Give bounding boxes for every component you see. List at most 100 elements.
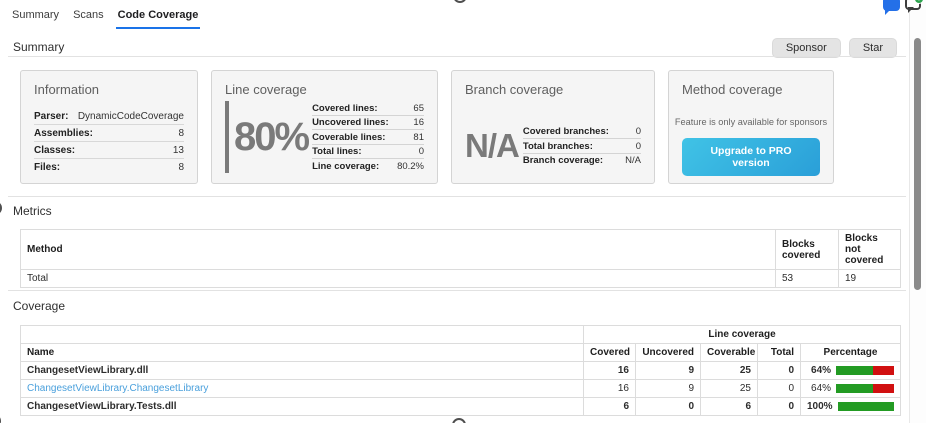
selection-handle-top[interactable] bbox=[453, 0, 467, 3]
col-name: Name bbox=[20, 343, 584, 362]
cell-coverable: 25 bbox=[700, 379, 758, 398]
value: 65 bbox=[413, 102, 424, 114]
tab-code-coverage[interactable]: Code Coverage bbox=[115, 7, 201, 29]
scrollbar-thumb[interactable] bbox=[914, 38, 921, 290]
value: 0 bbox=[418, 146, 424, 157]
label: Branch coverage: bbox=[522, 155, 604, 167]
line-coverage-card: Line coverage 80% Covered lines: 65 Unco… bbox=[211, 70, 438, 184]
info-row-parser: Parser: DynamicCodeCoverage bbox=[34, 108, 184, 125]
cell-percentage: 64% bbox=[799, 361, 902, 380]
row-line-coverage: Line coverage: 80.2% bbox=[312, 159, 424, 173]
value: 8 bbox=[178, 127, 184, 139]
info-row-classes: Classes: 13 bbox=[34, 142, 184, 159]
tab-bar: Summary Scans Code Coverage bbox=[10, 7, 201, 29]
tab-summary[interactable]: Summary bbox=[12, 9, 60, 21]
coverage-bar bbox=[836, 366, 895, 375]
cell-method: Total bbox=[20, 269, 776, 288]
method-coverage-card: Method coverage Feature is only availabl… bbox=[668, 70, 834, 184]
assembly-row: ChangesetViewLibrary.Tests.dll 6 0 6 0 1… bbox=[20, 397, 902, 416]
row-covered-branches: Covered branches: 0 bbox=[522, 125, 641, 140]
coverage-bar bbox=[837, 402, 895, 411]
col-method: Method bbox=[20, 229, 776, 270]
header-icons: + bbox=[883, 0, 924, 15]
line-coverage-percent: 80% bbox=[234, 114, 310, 159]
row-uncovered-lines: Uncovered lines: 16 bbox=[312, 116, 424, 130]
class-link[interactable]: ChangesetViewLibrary.ChangesetLibrary bbox=[27, 383, 209, 394]
value: 16 bbox=[413, 117, 424, 128]
label: Total lines: bbox=[312, 146, 362, 157]
sponsors-only-note: Feature is only available for sponsors bbox=[674, 117, 828, 127]
cell-coverable: 6 bbox=[700, 397, 758, 416]
cell-uncovered: 9 bbox=[635, 379, 701, 398]
value: 0 bbox=[635, 140, 641, 152]
class-name: ChangesetViewLibrary.ChangesetLibrary bbox=[20, 379, 584, 398]
value: N/A bbox=[625, 155, 641, 167]
percentage-value: 100% bbox=[807, 401, 833, 412]
line-coverage-group-header: Line coverage bbox=[582, 325, 902, 344]
card-title: Branch coverage bbox=[465, 82, 564, 97]
cell-blocks-covered: 53 bbox=[775, 269, 839, 288]
label: Line coverage: bbox=[312, 160, 380, 172]
add-comment-icon[interactable]: + bbox=[905, 0, 924, 13]
label: Total branches: bbox=[522, 140, 593, 152]
selection-handle-left[interactable] bbox=[0, 201, 2, 215]
label: Files: bbox=[34, 161, 61, 173]
branch-coverage-card: Branch coverage N/A Covered branches: 0 … bbox=[451, 70, 655, 184]
coverage-heading: Coverage bbox=[13, 299, 66, 313]
metrics-heading: Metrics bbox=[13, 204, 52, 218]
cell-covered: 16 bbox=[583, 379, 636, 398]
star-button[interactable]: Star bbox=[848, 38, 897, 58]
assembly-name: ChangesetViewLibrary.Tests.dll bbox=[20, 397, 584, 416]
metrics-header-row: Method Blocks covered Blocks not covered bbox=[20, 229, 901, 270]
col-total: Total bbox=[757, 343, 801, 362]
tab-scans[interactable]: Scans bbox=[73, 9, 104, 21]
selection-handle-bottom[interactable] bbox=[452, 418, 466, 423]
value: 13 bbox=[172, 144, 184, 156]
empty-cell bbox=[20, 325, 584, 344]
row-branch-coverage: Branch coverage: N/A bbox=[523, 154, 641, 168]
cell-coverable: 25 bbox=[700, 361, 758, 380]
scrollbar-track[interactable] bbox=[909, 0, 926, 423]
assembly-row: ChangesetViewLibrary.dll 16 9 25 0 64% bbox=[20, 361, 902, 380]
metrics-table: Method Blocks covered Blocks not covered… bbox=[20, 229, 901, 288]
row-covered-lines: Covered lines: 65 bbox=[312, 101, 424, 116]
card-title: Line coverage bbox=[225, 82, 307, 97]
cell-covered: 16 bbox=[583, 361, 636, 380]
metrics-total-row: Total 53 19 bbox=[20, 269, 901, 288]
selection-handle-bottom-left[interactable] bbox=[0, 414, 1, 423]
percentage-value: 64% bbox=[811, 365, 832, 376]
label: Parser: bbox=[34, 110, 69, 122]
coverage-header-row: Name Covered Uncovered Coverable Total P… bbox=[20, 343, 902, 362]
info-row-assemblies: Assemblies: 8 bbox=[34, 125, 184, 142]
class-row: ChangesetViewLibrary.ChangesetLibrary 16… bbox=[20, 379, 902, 398]
cell-uncovered: 9 bbox=[635, 361, 701, 380]
cell-percentage: 64% bbox=[799, 379, 902, 398]
label: Covered branches: bbox=[522, 126, 609, 138]
label: Assemblies: bbox=[34, 127, 93, 139]
label: Classes: bbox=[34, 144, 76, 156]
line-coverage-table: Covered lines: 65 Uncovered lines: 16 Co… bbox=[312, 101, 424, 173]
card-title: Information bbox=[34, 82, 100, 97]
cell-covered: 6 bbox=[583, 397, 636, 416]
branch-coverage-table: Covered branches: 0 Total branches: 0 Br… bbox=[522, 125, 641, 168]
label: Coverable lines: bbox=[312, 131, 386, 143]
col-coverable: Coverable bbox=[700, 343, 758, 362]
upgrade-pro-button[interactable]: Upgrade to PRO version bbox=[682, 138, 820, 176]
summary-cards: Information Parser: DynamicCodeCoverage … bbox=[20, 70, 834, 184]
value: 8 bbox=[178, 161, 184, 173]
sponsor-button[interactable]: Sponsor bbox=[771, 38, 841, 58]
information-table: Parser: DynamicCodeCoverage Assemblies: … bbox=[34, 108, 184, 175]
row-coverable-lines: Coverable lines: 81 bbox=[312, 130, 424, 145]
feedback-chat-icon[interactable] bbox=[883, 0, 900, 15]
col-blocks-not-covered: Blocks not covered bbox=[838, 229, 901, 270]
coverage-group-header-row: Line coverage bbox=[20, 325, 902, 344]
label: Uncovered lines: bbox=[312, 117, 389, 128]
coverage-table: Line coverage Name Covered Uncovered Cov… bbox=[20, 325, 902, 416]
col-covered: Covered bbox=[583, 343, 636, 362]
repo-buttons: Sponsor Star bbox=[771, 38, 897, 58]
cell-blocks-not-covered: 19 bbox=[838, 269, 901, 288]
divider bbox=[8, 290, 906, 291]
value: 80.2% bbox=[397, 160, 424, 172]
label: Covered lines: bbox=[312, 102, 378, 114]
